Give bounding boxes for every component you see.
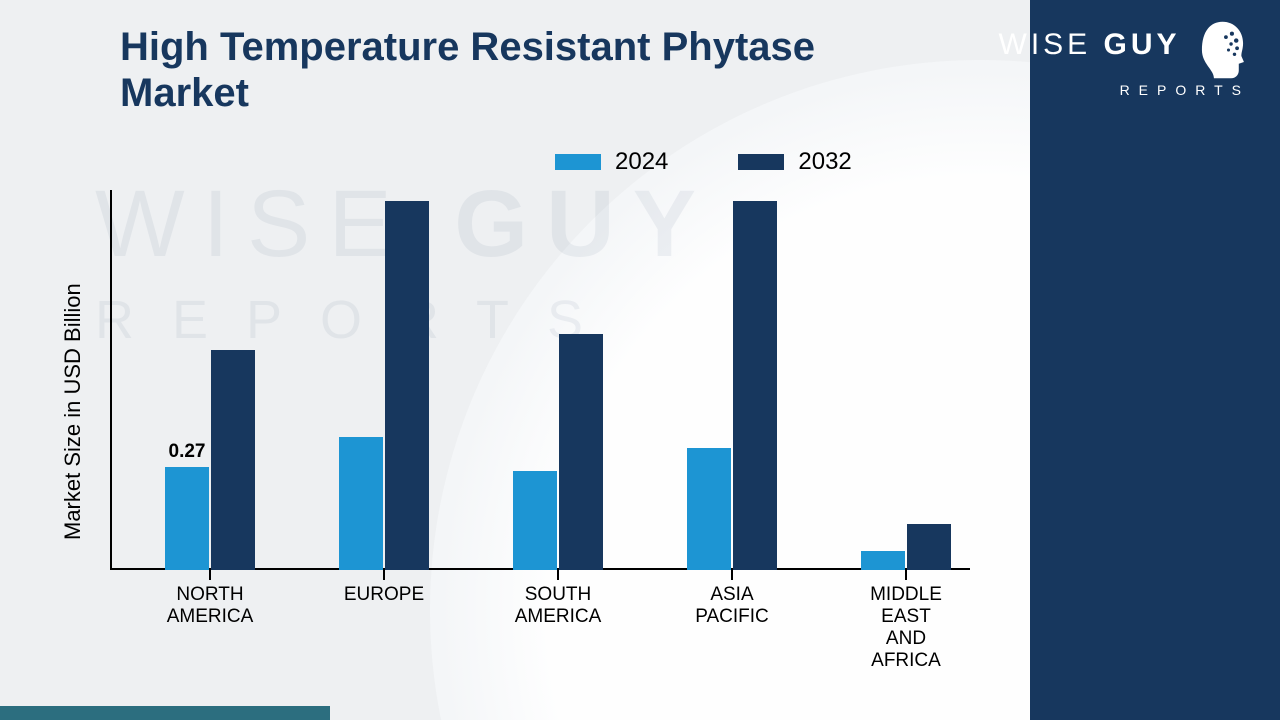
category-label: EUROPE (344, 584, 424, 606)
right-band (1030, 0, 1280, 720)
bar (907, 524, 951, 570)
legend-label-2024: 2024 (615, 148, 668, 176)
head-icon (1195, 20, 1250, 80)
category-label: SOUTH AMERICA (515, 584, 602, 628)
x-tick (731, 570, 733, 580)
bar (559, 334, 603, 570)
legend-item-2024: 2024 (555, 148, 668, 176)
y-axis-label: Market Size in USD Billion (60, 283, 86, 540)
bar (513, 471, 557, 570)
bottom-strip (0, 706, 330, 720)
x-tick (557, 570, 559, 580)
stage: WISE GUY REPORTS High Temperature Resist… (0, 0, 1280, 720)
brand-logo: WISE GUY REPORTS (999, 20, 1250, 98)
legend-swatch-2024 (555, 154, 601, 170)
value-label: 0.27 (169, 441, 206, 463)
bar (165, 467, 209, 570)
category-label: MIDDLE EAST AND AFRICA (870, 584, 942, 671)
bar (733, 201, 777, 570)
x-tick (383, 570, 385, 580)
x-tick (905, 570, 907, 580)
legend: 2024 2032 (555, 148, 852, 176)
bar (861, 551, 905, 570)
category-label: NORTH AMERICA (167, 584, 254, 628)
bar (385, 201, 429, 570)
y-axis (110, 190, 112, 570)
bar (339, 437, 383, 570)
x-tick (209, 570, 211, 580)
legend-label-2032: 2032 (798, 148, 851, 176)
legend-item-2032: 2032 (738, 148, 851, 176)
chart-area: NORTH AMERICAEUROPESOUTH AMERICAASIA PAC… (110, 190, 970, 570)
category-label: ASIA PACIFIC (695, 584, 769, 628)
logo-line2: REPORTS (999, 82, 1250, 98)
logo-line1: WISE GUY (999, 28, 1181, 61)
bar (687, 448, 731, 570)
chart-title: High Temperature Resistant Phytase Marke… (120, 24, 880, 116)
bar (211, 350, 255, 570)
legend-swatch-2032 (738, 154, 784, 170)
